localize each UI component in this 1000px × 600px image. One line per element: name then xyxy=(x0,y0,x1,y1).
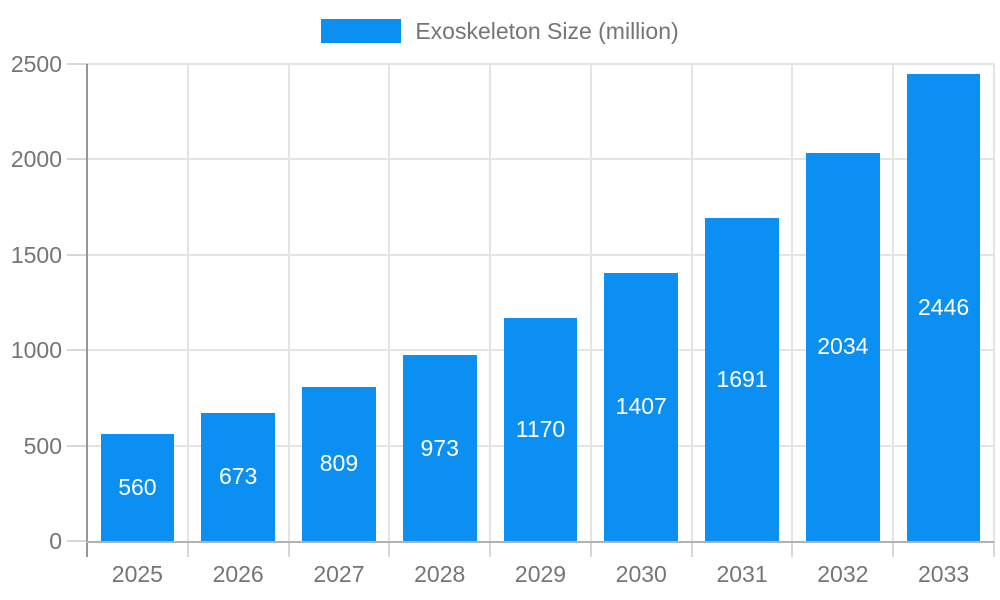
x-axis-tick xyxy=(791,541,794,557)
gridline-y-2000 xyxy=(87,158,994,161)
gridline-y-2500 xyxy=(87,63,994,65)
gridline-x-boundary xyxy=(791,64,794,541)
x-axis-tick xyxy=(892,541,895,557)
bar-value-label: 1407 xyxy=(615,393,667,420)
gridline-x-boundary xyxy=(489,64,492,541)
bar-2030[interactable]: 1407 xyxy=(604,272,679,541)
y-axis-tick xyxy=(67,444,87,447)
bar-value-label: 2034 xyxy=(817,333,869,360)
y-axis-tick-label: 2500 xyxy=(10,51,62,77)
bar-2031[interactable]: 1691 xyxy=(705,218,779,541)
y-axis-tick xyxy=(67,158,87,161)
bar-value-label: 1170 xyxy=(515,415,566,442)
x-axis-tick-label: 2027 xyxy=(313,561,365,587)
gridline-y-1500 xyxy=(87,253,994,256)
x-axis-tick xyxy=(388,541,391,557)
gridline-x-boundary xyxy=(993,64,995,541)
x-axis-tick-label: 2031 xyxy=(716,561,768,587)
x-axis-tick xyxy=(489,541,492,557)
legend[interactable]: Exoskeleton Size (million) xyxy=(0,19,1000,43)
bar-value-label: 673 xyxy=(218,463,258,490)
x-axis-tick xyxy=(589,541,592,557)
legend-swatch xyxy=(321,19,402,43)
x-axis-tick-label: 2026 xyxy=(212,561,264,587)
x-axis-tick xyxy=(690,541,693,557)
y-axis-tick xyxy=(67,349,87,352)
y-axis-line xyxy=(86,64,88,557)
bar-value-label: 973 xyxy=(420,434,459,461)
x-axis-tick-label: 2030 xyxy=(615,561,667,587)
gridline-x-boundary xyxy=(388,64,391,541)
bar-2027[interactable]: 809 xyxy=(302,386,376,541)
gridline-x-boundary xyxy=(287,64,290,541)
bar-value-label: 809 xyxy=(319,450,359,477)
x-axis-tick-label: 2032 xyxy=(817,561,869,587)
gridline-x-boundary xyxy=(589,64,592,541)
x-axis-line xyxy=(86,541,994,543)
x-axis-tick-label: 2033 xyxy=(918,561,970,587)
bar-2028[interactable]: 973 xyxy=(402,355,477,541)
bar-value-label: 560 xyxy=(118,474,157,501)
y-axis-tick-label: 1000 xyxy=(10,337,62,364)
x-axis-tick xyxy=(993,541,995,557)
bar-2033[interactable]: 2446 xyxy=(906,74,981,541)
gridline-x-boundary xyxy=(892,64,895,541)
bar-2029[interactable]: 1170 xyxy=(503,317,578,541)
bar-2032[interactable]: 2034 xyxy=(806,152,880,541)
x-axis-tick-label: 2029 xyxy=(514,561,567,587)
gridline-x-boundary xyxy=(690,64,693,541)
y-axis-tick xyxy=(67,540,87,542)
gridline-x-boundary xyxy=(186,64,189,541)
bar-value-label: 1691 xyxy=(716,366,768,393)
bar-value-label: 2446 xyxy=(918,294,970,321)
y-axis-tick-label: 500 xyxy=(23,432,62,459)
y-axis-tick xyxy=(67,63,87,65)
y-axis-tick-label: 0 xyxy=(49,528,62,554)
y-axis-tick-label: 2000 xyxy=(10,146,62,173)
y-axis-tick xyxy=(67,253,87,256)
x-axis-tick xyxy=(287,541,290,557)
x-axis-tick-label: 2028 xyxy=(414,561,466,587)
bar-2026[interactable]: 673 xyxy=(201,412,275,541)
y-axis-tick-label: 1500 xyxy=(10,241,62,268)
legend-label: Exoskeleton Size (million) xyxy=(415,18,679,44)
x-axis-tick-label: 2025 xyxy=(111,561,163,587)
x-axis-tick xyxy=(186,541,189,557)
bar-2025[interactable]: 560 xyxy=(100,434,175,541)
